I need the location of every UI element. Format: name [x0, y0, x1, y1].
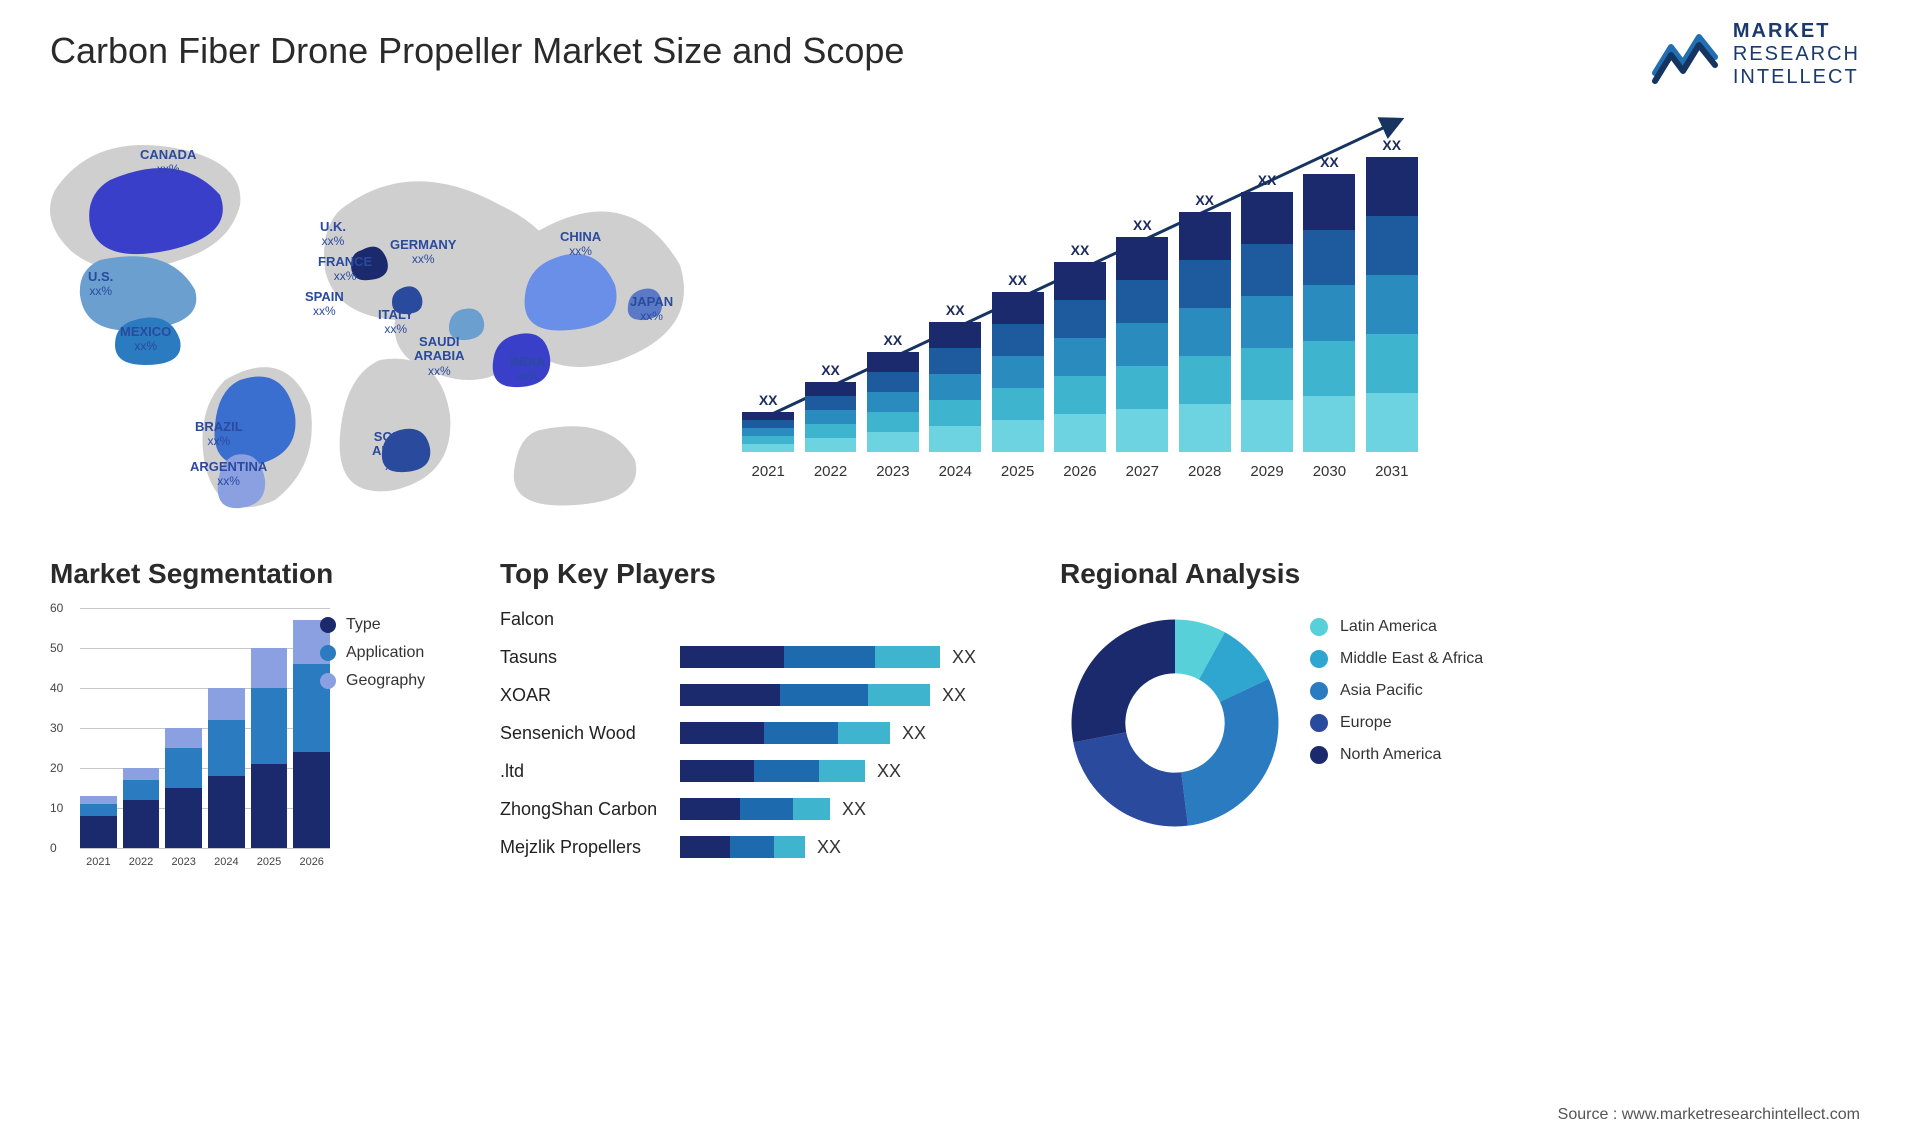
brand-logo: MARKET RESEARCH INTELLECT: [1651, 20, 1860, 89]
map-country-label: CANADAxx%: [140, 148, 196, 177]
player-name: Tasuns: [500, 638, 680, 676]
main-bar: XX: [1239, 172, 1295, 452]
map-country-label: CHINAxx%: [560, 230, 601, 259]
map-country-label: ARGENTINAxx%: [190, 460, 267, 489]
main-bar-chart: XXXXXXXXXXXXXXXXXXXXXX 20212022202320242…: [740, 120, 1420, 480]
player-name: .ltd: [500, 752, 680, 790]
logo-text: MARKET RESEARCH INTELLECT: [1733, 20, 1860, 89]
seg-bar: [165, 728, 202, 848]
player-bar-row: XX: [680, 752, 1040, 790]
main-bar: XX: [1364, 137, 1420, 452]
player-bar-row: [680, 600, 1040, 638]
map-country-label: BRAZILxx%: [195, 420, 243, 449]
map-country-label: INDIAxx%: [510, 355, 545, 384]
map-country-label: SAUDIARABIAxx%: [414, 335, 465, 378]
seg-bar: [208, 688, 245, 848]
segmentation-legend: Type Application Geography: [320, 606, 425, 700]
legend-item: Type: [320, 616, 425, 634]
player-name: Sensenich Wood: [500, 714, 680, 752]
main-bar: XX: [1177, 192, 1233, 452]
players-labels: FalconTasunsXOARSensenich Wood.ltdZhongS…: [500, 600, 680, 866]
player-bar-row: XX: [680, 790, 1040, 828]
legend-item: Geography: [320, 672, 425, 690]
map-country-label: U.S.xx%: [88, 270, 113, 299]
segmentation-section: Market Segmentation 01020304050602021202…: [50, 558, 480, 868]
legend-item: Latin America: [1310, 618, 1483, 636]
regional-legend: Latin America Middle East & Africa Asia Pa…: [1310, 604, 1483, 778]
players-section: Top Key Players FalconTasunsXOARSensenic…: [500, 558, 1040, 866]
source-attribution: Source : www.marketresearchintellect.com: [1558, 1106, 1860, 1124]
regional-donut: [1060, 608, 1290, 838]
players-title: Top Key Players: [500, 558, 1040, 590]
map-country-label: SOUTHAFRICAxx%: [372, 430, 421, 473]
map-country-label: FRANCExx%: [318, 255, 372, 284]
segmentation-title: Market Segmentation: [50, 558, 480, 590]
map-country-label: U.K.xx%: [320, 220, 346, 249]
legend-item: Middle East & Africa: [1310, 650, 1483, 668]
donut-slice: [1181, 679, 1278, 826]
player-name: Falcon: [500, 600, 680, 638]
seg-bar: [251, 648, 288, 848]
legend-item: Application: [320, 644, 425, 662]
map-country-label: SPAINxx%: [305, 290, 344, 319]
seg-bar: [123, 768, 160, 848]
legend-item: Asia Pacific: [1310, 682, 1483, 700]
main-bar: XX: [989, 272, 1045, 452]
legend-item: North America: [1310, 746, 1483, 764]
player-bar-row: XX: [680, 638, 1040, 676]
map-country-label: MEXICOxx%: [120, 325, 171, 354]
main-bar: XX: [865, 332, 921, 452]
main-bar: XX: [1114, 217, 1170, 452]
player-name: ZhongShan Carbon: [500, 790, 680, 828]
main-bar: XX: [1052, 242, 1108, 452]
main-bar: XX: [802, 362, 858, 452]
logo-icon: [1651, 25, 1721, 85]
legend-item: Europe: [1310, 714, 1483, 732]
player-name: Mejzlik Propellers: [500, 828, 680, 866]
players-bars: XXXXXXXXXXXX: [680, 600, 1040, 866]
map-country-label: ITALYxx%: [378, 308, 413, 337]
main-bar: XX: [740, 392, 796, 452]
seg-bar: [80, 796, 117, 848]
map-shapes: [40, 120, 700, 520]
player-bar-row: XX: [680, 676, 1040, 714]
player-bar-row: XX: [680, 714, 1040, 752]
donut-slice: [1072, 620, 1176, 743]
main-bar: XX: [927, 302, 983, 452]
map-country-label: GERMANYxx%: [390, 238, 456, 267]
page-title: Carbon Fiber Drone Propeller Market Size…: [50, 30, 904, 72]
donut-slice: [1073, 732, 1188, 826]
player-name: XOAR: [500, 676, 680, 714]
map-country-label: JAPANxx%: [630, 295, 673, 324]
regional-title: Regional Analysis: [1060, 558, 1520, 590]
world-map: CANADAxx% U.S.xx% MEXICOxx% BRAZILxx% ARGENT…: [40, 120, 700, 520]
player-bar-row: XX: [680, 828, 1040, 866]
main-bar: XX: [1301, 154, 1357, 452]
segmentation-chart: 0102030405060202120222023202420252026: [50, 608, 330, 868]
